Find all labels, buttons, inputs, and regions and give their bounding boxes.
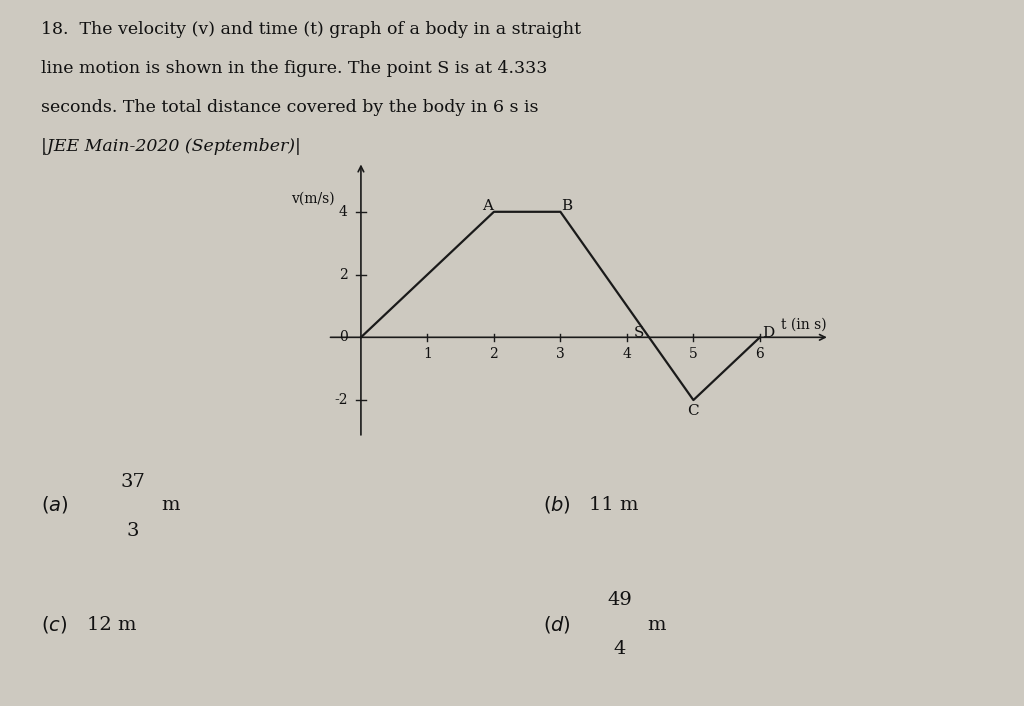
- Text: 4: 4: [623, 347, 632, 361]
- Text: D: D: [762, 325, 774, 340]
- Text: 3: 3: [127, 522, 139, 540]
- Text: 4: 4: [613, 640, 626, 658]
- Text: C: C: [687, 404, 699, 418]
- Text: 3: 3: [556, 347, 565, 361]
- Text: 6: 6: [756, 347, 764, 361]
- Text: m: m: [647, 616, 666, 634]
- Text: $(d)$: $(d)$: [543, 614, 570, 635]
- Text: S: S: [634, 325, 644, 340]
- Text: 12 m: 12 m: [87, 616, 136, 634]
- Text: -2: -2: [334, 393, 347, 407]
- Text: t (in s): t (in s): [780, 318, 826, 332]
- Text: m: m: [162, 496, 180, 514]
- Text: v(m/s): v(m/s): [291, 191, 335, 205]
- Text: 18.  The velocity (v) and time (t) graph of a body in a straight: 18. The velocity (v) and time (t) graph …: [41, 21, 581, 38]
- Text: B: B: [561, 198, 572, 213]
- Text: $(b)$: $(b)$: [543, 494, 570, 515]
- Text: 37: 37: [121, 473, 145, 491]
- Text: 0: 0: [339, 330, 347, 345]
- Text: 2: 2: [489, 347, 499, 361]
- Text: 2: 2: [339, 268, 347, 282]
- Text: $(a)$: $(a)$: [41, 494, 69, 515]
- Text: 49: 49: [607, 591, 632, 609]
- Text: A: A: [481, 198, 493, 213]
- Text: $(c)$: $(c)$: [41, 614, 68, 635]
- Text: |JEE Main-2020 (September)|: |JEE Main-2020 (September)|: [41, 138, 301, 155]
- Text: seconds. The total distance covered by the body in 6 s is: seconds. The total distance covered by t…: [41, 99, 539, 116]
- Text: 1: 1: [423, 347, 432, 361]
- Text: line motion is shown in the figure. The point S is at 4.333: line motion is shown in the figure. The …: [41, 60, 548, 77]
- Text: 4: 4: [339, 205, 347, 219]
- Text: 5: 5: [689, 347, 697, 361]
- Text: 11 m: 11 m: [589, 496, 638, 514]
